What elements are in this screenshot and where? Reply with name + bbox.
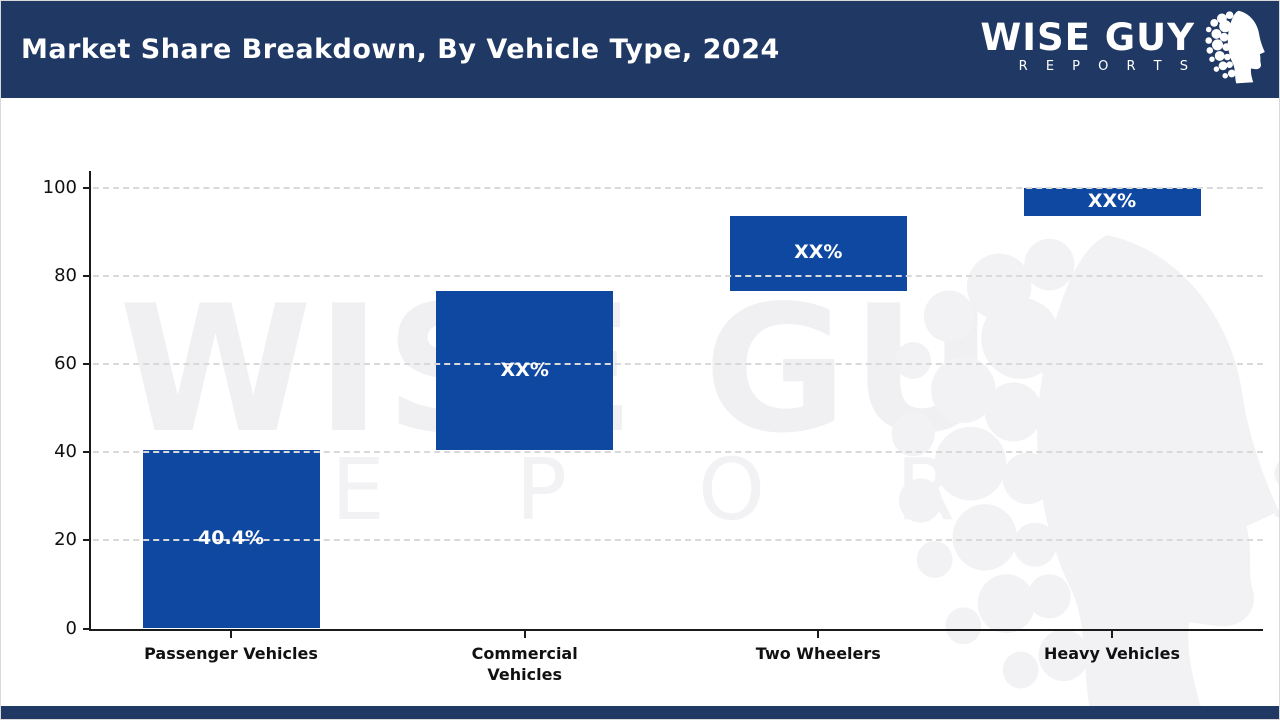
- y-tick: [83, 451, 91, 454]
- y-tick: [83, 362, 91, 365]
- y-tick-label: 100: [42, 176, 77, 198]
- logo-wordmark: WISE GUY: [980, 16, 1195, 59]
- logo-text: WISE GUY R E P O R T S: [980, 19, 1195, 73]
- x-tick-label: Commercial Vehicles: [471, 643, 578, 684]
- bar-value-label: XX%: [1087, 189, 1137, 212]
- y-tick: [83, 627, 91, 630]
- y-tick-label: 60: [54, 352, 77, 374]
- y-tick: [83, 186, 91, 189]
- x-tick: [523, 629, 526, 638]
- wise-guy-logo: WISE GUY R E P O R T S: [980, 7, 1267, 85]
- header-bar: Market Share Breakdown, By Vehicle Type,…: [1, 1, 1279, 98]
- y-gridline: [93, 539, 1263, 542]
- footer-bar: [1, 706, 1279, 719]
- y-gridline: [93, 362, 1263, 365]
- y-tick: [83, 274, 91, 277]
- x-tick-label: Passenger Vehicles: [144, 643, 318, 663]
- x-tick-label: Two Wheelers: [755, 643, 881, 663]
- y-gridline: [93, 451, 1263, 454]
- y-axis-line: [89, 171, 91, 631]
- page-title: Market Share Breakdown, By Vehicle Type,…: [21, 34, 780, 65]
- bar-value-label: XX%: [794, 241, 843, 264]
- bar-heavy-vehicles: [1023, 187, 1201, 217]
- y-tick: [83, 539, 91, 542]
- y-tick-label: 0: [65, 617, 77, 639]
- x-tick: [817, 629, 820, 638]
- x-tick-label: Heavy Vehicles: [1043, 643, 1181, 663]
- y-tick-label: 20: [54, 529, 77, 551]
- logo-head-icon: [1201, 7, 1267, 85]
- x-tick: [1111, 629, 1113, 638]
- y-gridline: [93, 186, 1263, 189]
- x-tick: [230, 629, 232, 638]
- y-gridline: [93, 274, 1263, 277]
- y-tick-label: 80: [54, 264, 77, 286]
- x-axis-line: [89, 628, 1263, 631]
- bar-value-label: XX%: [500, 358, 549, 381]
- y-tick-label: 40: [54, 441, 77, 463]
- bar-commercial-vehicles: [436, 290, 614, 451]
- bar-value-label: 40.4%: [198, 527, 264, 550]
- logo-subtitle: R E P O R T S: [1018, 59, 1195, 74]
- bar-two-wheelers: [729, 216, 907, 291]
